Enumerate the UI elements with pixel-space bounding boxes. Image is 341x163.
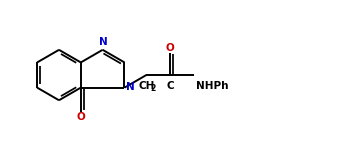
Text: O: O bbox=[76, 112, 85, 122]
Text: N: N bbox=[126, 82, 135, 92]
Text: 2: 2 bbox=[150, 84, 156, 93]
Text: O: O bbox=[166, 43, 175, 53]
Text: NHPh: NHPh bbox=[196, 82, 228, 91]
Text: C: C bbox=[166, 82, 174, 91]
Text: N: N bbox=[99, 37, 108, 47]
Text: CH: CH bbox=[138, 82, 154, 91]
